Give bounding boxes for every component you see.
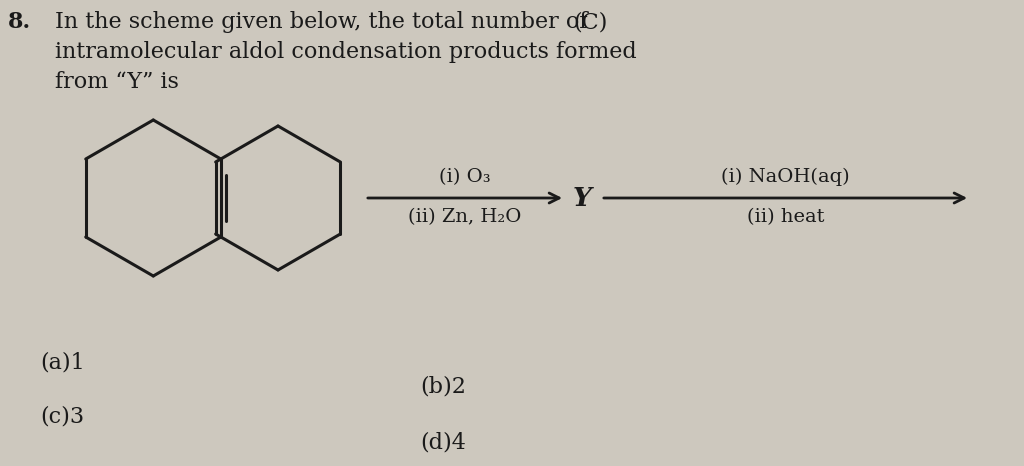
Text: (C): (C) [572,11,607,33]
Text: 8.: 8. [8,11,31,33]
Text: (ii) Zn, H₂O: (ii) Zn, H₂O [409,208,521,226]
Text: (b)2: (b)2 [420,376,466,398]
Text: intramolecular aldol condensation products formed: intramolecular aldol condensation produc… [55,41,637,63]
Text: (c)3: (c)3 [40,406,84,428]
Text: (i) NaOH(aq): (i) NaOH(aq) [721,168,850,186]
Text: (a)1: (a)1 [40,351,85,373]
Text: Y: Y [573,185,592,211]
Text: (ii) heat: (ii) heat [746,208,824,226]
Text: (d)4: (d)4 [420,431,466,453]
Text: (i) O₃: (i) O₃ [439,168,490,186]
Text: In the scheme given below, the total number of: In the scheme given below, the total num… [55,11,588,33]
Text: from “Y” is: from “Y” is [55,71,179,93]
